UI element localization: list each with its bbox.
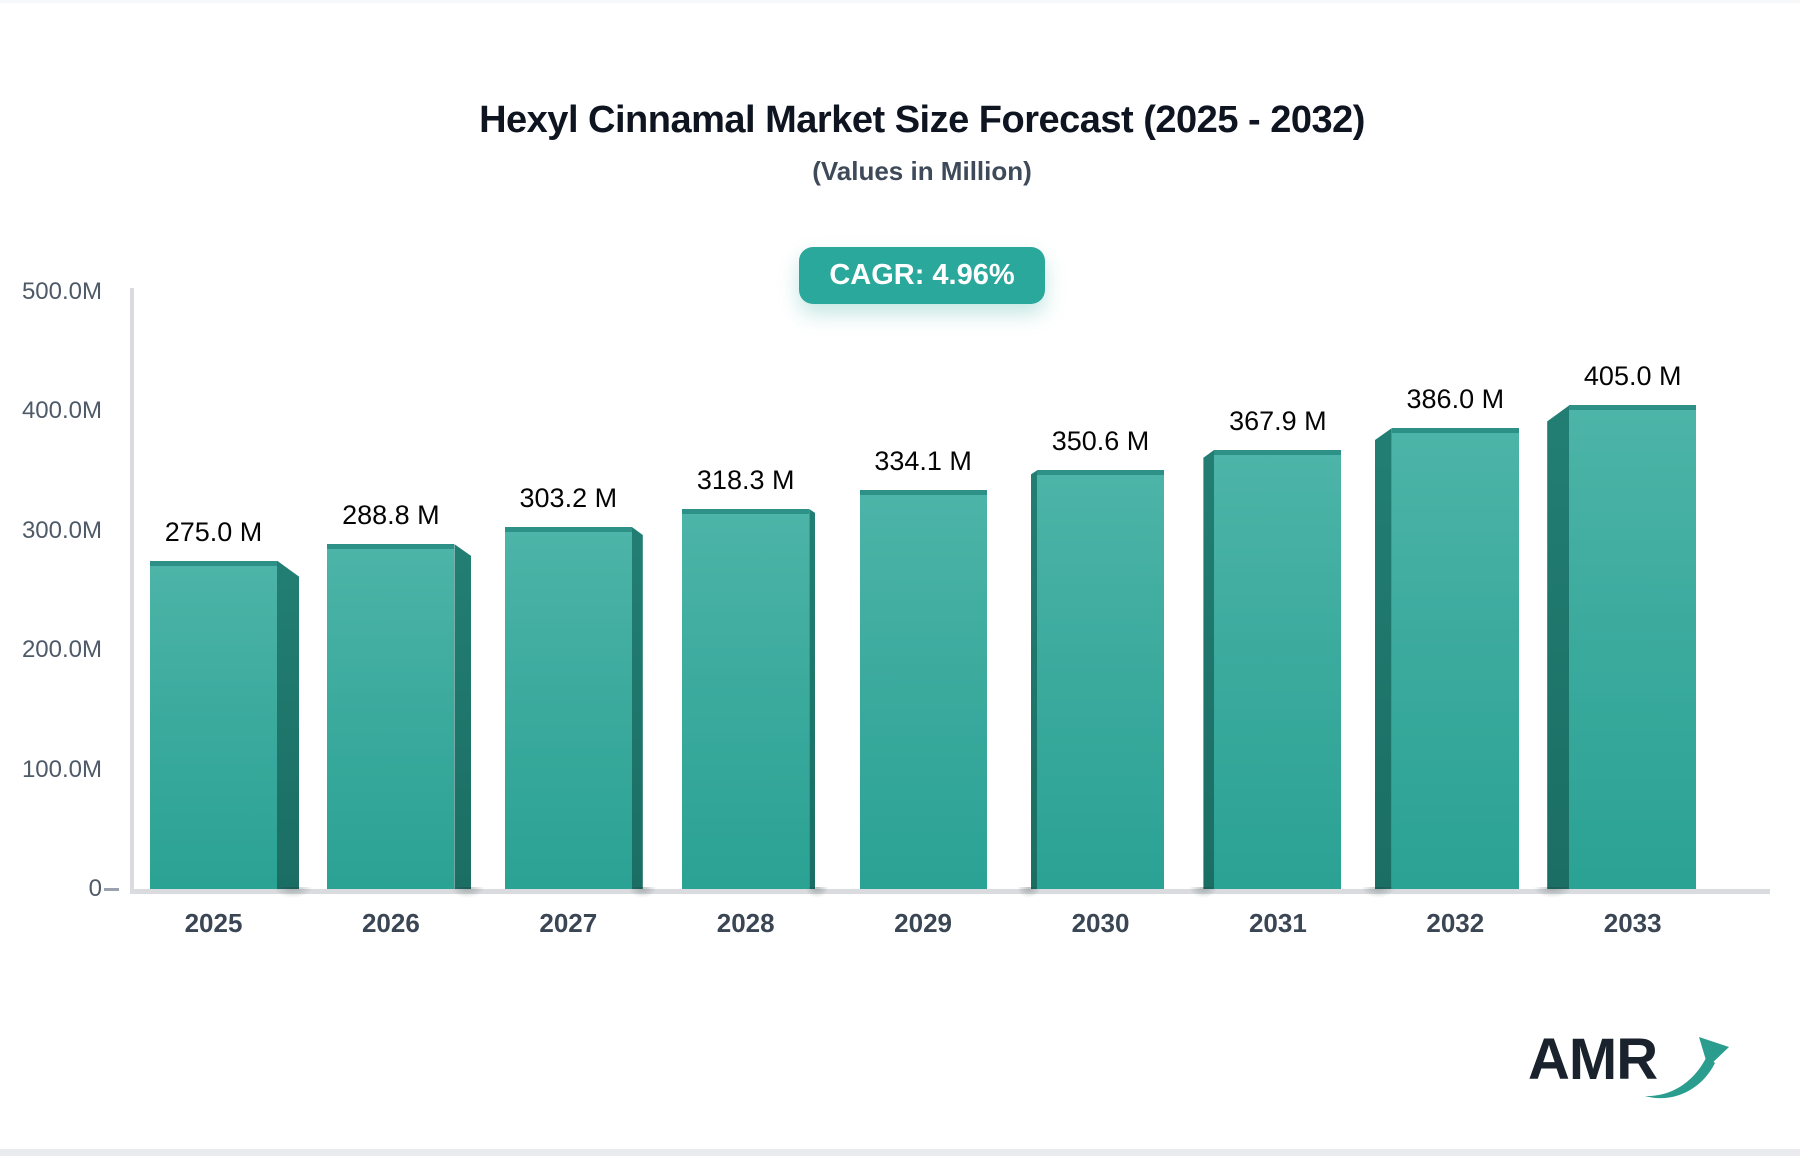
bar-side-face [454,544,472,889]
y-axis-line [130,288,134,894]
bar-base-shadow [1360,887,1396,898]
bar-side-face [809,508,816,889]
bar-side-face [277,560,299,889]
bar-side-face [1203,449,1215,889]
y-axis-tick-label: 500.0M [21,278,102,305]
bar [1569,405,1697,889]
bar-value-label: 405.0 M [1583,361,1682,392]
x-axis-year-label: 2031 [1248,908,1307,938]
bar-top-edge [1037,470,1164,476]
bar [859,490,987,889]
bar-value-label: 275.0 M [164,516,263,547]
bar-base-shadow [627,887,657,898]
bar-value-label: 318.3 M [696,464,795,495]
bar-side-face [1374,428,1392,889]
bar-value-label: 288.8 M [342,500,440,531]
bar [504,526,632,889]
bar-top-edge [1569,405,1697,411]
x-axis-year-label: 2028 [716,908,775,938]
bar-top-edge [504,526,632,532]
amr-logo: AMR [1528,1027,1730,1103]
amr-logo-text: AMR [1528,1027,1658,1092]
y-axis-tick-label: 0 [88,875,102,902]
x-axis-year-label: 2030 [1071,908,1130,938]
bar-side-face [1547,405,1570,889]
bar-base-shadow [273,887,313,898]
bar [682,508,810,889]
chart-header: Hexyl Cinnamal Market Size Forecast (202… [44,3,1800,304]
bar-top-edge [859,490,987,496]
x-axis-baseline [130,889,1770,894]
y-axis-tick-label: 100.0M [21,755,102,783]
x-axis-year-label: 2025 [184,908,243,938]
bar-base-shadow [1533,887,1574,898]
bar-base-shadow [1017,887,1041,898]
x-axis-year-label: 2033 [1603,908,1662,938]
x-axis-year-label: 2029 [894,908,953,938]
chart-subtitle: (Values in Million) [812,156,1032,186]
bar [1037,470,1164,889]
bar-side-face [1031,470,1037,889]
chart-title: Hexyl Cinnamal Market Size Forecast (202… [479,99,1365,141]
y-axis-tick-label: 400.0M [21,397,102,425]
bar-value-label: 334.1 M [874,446,972,477]
bar-top-edge [1391,428,1519,434]
bar [327,544,455,889]
bar [1391,428,1519,889]
bar-side-face [631,526,643,889]
bar-top-edge [1214,449,1342,455]
bar-base-shadow [450,887,486,898]
bar [1214,449,1342,889]
bar-base-shadow [805,887,830,898]
bar-top-edge [327,544,455,550]
x-axis-year-label: 2032 [1426,908,1485,938]
bar-value-label: 386.0 M [1406,384,1505,415]
cagr-badge: CAGR: 4.96% [799,247,1045,304]
bar-top-edge [150,560,277,566]
bar-value-label: 303.2 M [519,482,618,513]
bar-top-edge [682,508,810,514]
y-axis-tick-label: 300.0M [21,516,102,544]
bar-value-label: 367.9 M [1229,405,1327,436]
y-axis-zero-tick [104,888,119,891]
trending-up-arrow-icon [1645,1037,1730,1099]
bar-base-shadow [1189,887,1219,898]
x-axis-year-label: 2027 [539,908,598,938]
bar-value-label: 350.6 M [1051,426,1150,457]
x-axis-year-label: 2026 [361,908,420,938]
y-axis-tick-label: 200.0M [21,636,102,664]
bar [150,560,277,889]
